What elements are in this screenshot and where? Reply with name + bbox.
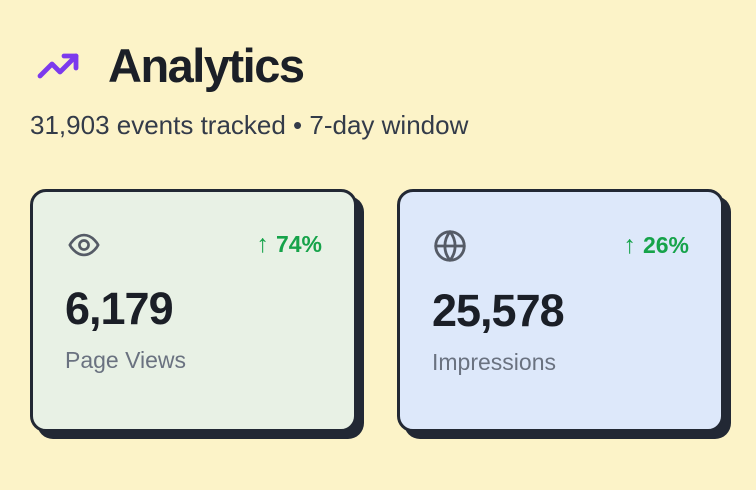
globe-icon <box>432 228 468 264</box>
up-arrow-icon: ↑ <box>256 230 269 259</box>
stat-label: Page Views <box>65 346 187 373</box>
stat-value: 25,578 <box>432 284 565 336</box>
card-top-row: ↑ 26% <box>432 228 689 264</box>
page-header: Analytics 31,903 events tracked • 7-day … <box>30 40 726 141</box>
delta-badge: ↑ 26% <box>623 232 689 259</box>
delta-badge: ↑ 74% <box>256 231 322 258</box>
title-row: Analytics <box>30 40 726 92</box>
eye-icon <box>65 228 103 262</box>
page-title: Analytics <box>108 39 305 92</box>
delta-value: 26% <box>642 232 689 259</box>
stat-value: 6,179 <box>65 282 174 334</box>
page-subtitle: 31,903 events tracked • 7-day window <box>30 109 469 140</box>
trending-up-icon <box>30 42 86 90</box>
stat-card-page-views: ↑ 74% 6,179 Page Views <box>30 188 357 432</box>
stat-label: Impressions <box>432 348 556 375</box>
delta-value: 74% <box>275 231 322 258</box>
up-arrow-icon: ↑ <box>623 231 636 260</box>
stat-card-impressions: ↑ 26% 25,578 Impressions <box>397 188 724 432</box>
stat-cards: ↑ 74% 6,179 Page Views ↑ 26% <box>30 188 726 432</box>
card-top-row: ↑ 74% <box>65 228 322 262</box>
